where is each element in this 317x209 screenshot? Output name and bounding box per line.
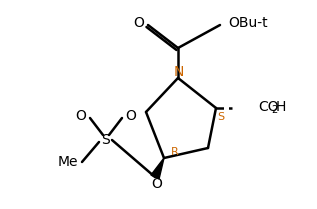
- Polygon shape: [151, 158, 164, 179]
- Text: H: H: [276, 100, 286, 114]
- Text: Me: Me: [58, 155, 78, 169]
- Text: O: O: [152, 177, 162, 191]
- Text: 2: 2: [271, 105, 277, 115]
- Text: O: O: [133, 16, 145, 30]
- Text: CO: CO: [258, 100, 279, 114]
- Text: N: N: [174, 65, 184, 79]
- Text: S: S: [217, 112, 224, 122]
- Text: R: R: [171, 147, 179, 157]
- Text: S: S: [100, 133, 109, 147]
- Text: O: O: [75, 109, 87, 123]
- Text: O: O: [126, 109, 136, 123]
- Text: OBu-t: OBu-t: [228, 16, 268, 30]
